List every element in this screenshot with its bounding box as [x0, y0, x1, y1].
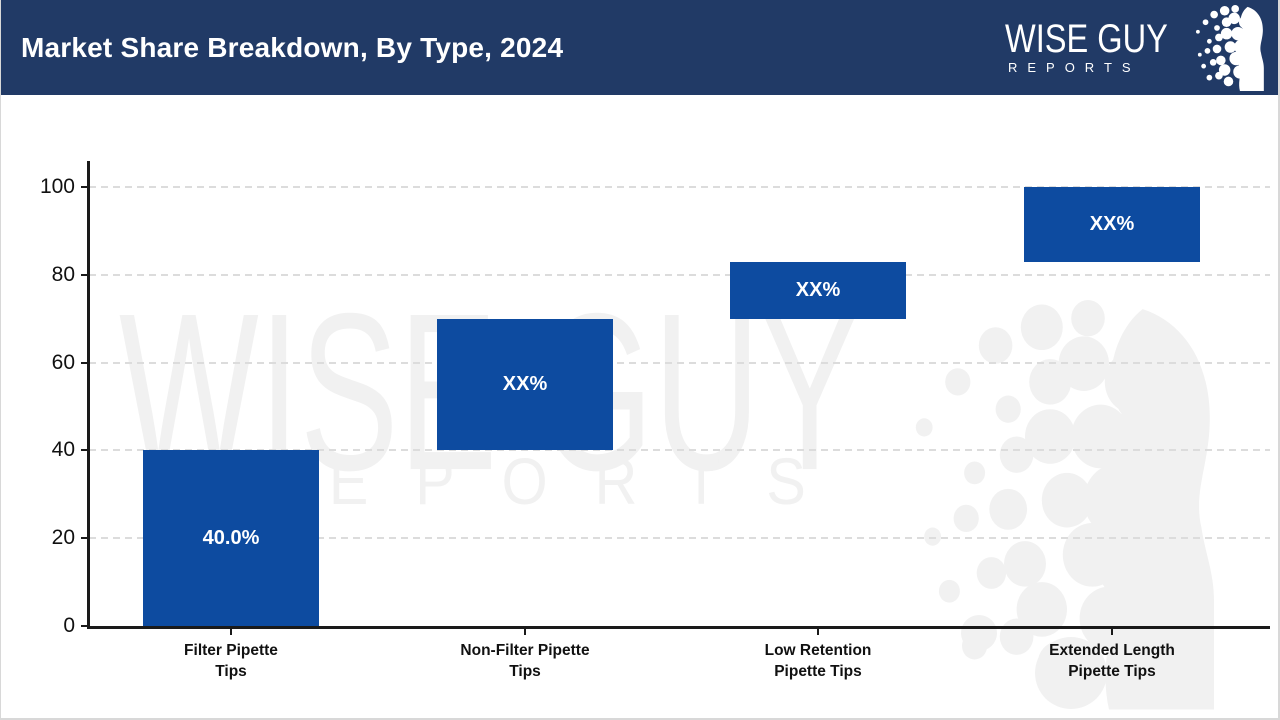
y-tick-label: 0: [63, 614, 75, 637]
gridline: [89, 449, 1270, 452]
y-axis: [87, 161, 90, 629]
category-label-line: Non-Filter Pipette: [460, 642, 590, 659]
gridline: [89, 186, 1270, 188]
category-label: Low Retention Pipette Tips: [698, 640, 938, 682]
category-label-line: Tips: [509, 663, 541, 680]
report-header: Market Share Breakdown, By Type, 2024 WI…: [1, 0, 1278, 95]
y-tick-label: 20: [51, 526, 75, 550]
category-label-line: Filter Pipette: [184, 642, 278, 659]
bar-segment: XX%: [1024, 187, 1200, 262]
category-label: Extended Length Pipette Tips: [992, 640, 1232, 682]
x-axis: [87, 626, 1270, 629]
y-tick-label: 80: [51, 262, 75, 286]
logo-wordmark: WISE GUY: [1004, 16, 1168, 61]
category-label-line: Low Retention: [764, 642, 872, 659]
y-tick: [81, 625, 89, 627]
page-title: Market Share Breakdown, By Type, 2024: [21, 31, 564, 63]
y-tick: [81, 361, 89, 364]
x-tick: [230, 628, 232, 635]
logo-face-icon: [1195, 4, 1264, 91]
watermark-subtext: REPORTS: [239, 444, 853, 518]
category-label: Filter Pipette Tips: [111, 640, 351, 682]
bar-segment: 40.0%: [143, 450, 319, 626]
x-tick: [817, 628, 819, 635]
category-label-line: Extended Length: [1049, 642, 1175, 659]
chart: WISE GUY REPORTS 0 20 40 60 80 100 40.0% Filter…: [1, 95, 1280, 720]
gridline: [89, 361, 1270, 364]
bar-value-label: XX%: [502, 373, 548, 396]
category-label: Non-Filter Pipette Tips: [405, 640, 645, 682]
category-label-line: Pipette Tips: [1068, 663, 1156, 680]
y-tick: [81, 537, 89, 540]
bar-value-label: XX%: [795, 278, 841, 301]
x-tick: [524, 628, 526, 635]
y-tick: [81, 273, 89, 276]
y-tick-label: 100: [39, 175, 75, 198]
gridline: [89, 273, 1270, 276]
y-tick: [81, 186, 89, 188]
logo-text: WISE GUY REPORTS: [1004, 16, 1190, 75]
x-tick: [1111, 628, 1113, 635]
y-tick-label: 60: [51, 350, 75, 374]
category-label-line: Pipette Tips: [774, 663, 862, 680]
category-label-line: Tips: [215, 663, 247, 680]
bar-segment: XX%: [437, 318, 613, 451]
logo-subtext: REPORTS: [1007, 60, 1141, 75]
gridline: [89, 537, 1270, 540]
bar-value-label: 40.0%: [202, 526, 260, 549]
wiseguy-logo: WISE GUY REPORTS: [1004, 4, 1264, 91]
bar-segment: XX%: [730, 261, 906, 319]
bar-value-label: XX%: [1089, 212, 1135, 235]
plot-area: 0 20 40 60 80 100 40.0% Filter Pipette Tips XX% No…: [1, 95, 1280, 720]
y-tick-label: 40: [51, 438, 75, 462]
y-tick: [81, 449, 89, 452]
